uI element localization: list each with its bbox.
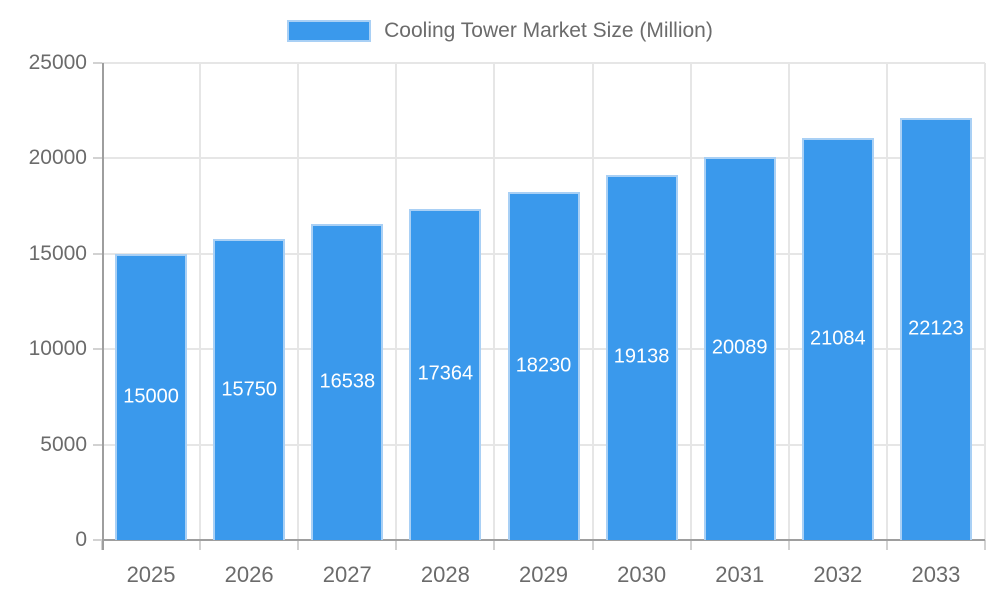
x-tick — [199, 540, 202, 550]
x-tick — [885, 540, 888, 550]
x-axis-label: 2029 — [519, 562, 568, 587]
x-tick — [689, 540, 692, 550]
bar[interactable] — [605, 174, 678, 540]
y-tick — [93, 348, 102, 351]
y-axis-label: 15000 — [28, 241, 87, 265]
bar-value-label: 15750 — [221, 378, 277, 401]
x-gridline — [787, 63, 790, 540]
x-gridline — [297, 63, 300, 540]
bar[interactable] — [801, 137, 874, 540]
y-tick — [93, 157, 102, 160]
y-tick — [93, 252, 102, 255]
x-gridline — [199, 63, 202, 540]
plot-area: 0 5000 10000 15000 20000 25000 15000 2025 15750 2… — [29, 51, 986, 587]
bar[interactable] — [703, 156, 776, 540]
x-tick — [591, 540, 594, 550]
y-tick — [93, 443, 102, 446]
x-tick — [787, 540, 790, 550]
x-axis-label: 2033 — [911, 562, 961, 587]
x-axis-label: 2032 — [813, 562, 863, 587]
y-gridline — [102, 157, 985, 160]
bar-value-label: 17364 — [417, 362, 474, 385]
x-gridline — [591, 63, 594, 540]
bar[interactable] — [507, 192, 580, 540]
legend-label: Cooling Tower Market Size (Million) — [384, 19, 713, 42]
x-axis-label: 2030 — [617, 562, 667, 587]
x-gridline — [689, 63, 692, 540]
x-tick — [984, 540, 986, 550]
x-axis-label: 2027 — [322, 562, 372, 587]
x-gridline — [493, 63, 496, 540]
bar-value-label: 20089 — [711, 336, 768, 359]
y-axis-label: 10000 — [28, 337, 87, 361]
bar-value-label: 19138 — [613, 345, 670, 368]
x-tick — [395, 540, 398, 550]
bar[interactable] — [311, 224, 384, 540]
y-axis-label: 0 — [75, 528, 87, 551]
y-axis-line — [102, 63, 104, 550]
x-gridline — [885, 63, 888, 540]
bar[interactable] — [899, 117, 972, 540]
bar-value-label: 21084 — [810, 327, 866, 350]
x-tick — [297, 540, 300, 550]
legend[interactable]: Cooling Tower Market Size (Million) — [0, 19, 1000, 43]
bar[interactable] — [115, 253, 188, 540]
x-axis-line — [102, 539, 985, 541]
y-axis-label: 5000 — [40, 432, 87, 456]
y-gridline — [102, 62, 985, 64]
x-axis-label: 2028 — [420, 562, 470, 587]
x-gridline — [984, 63, 986, 540]
bar-value-label: 15000 — [123, 385, 179, 408]
y-axis-label: 25000 — [28, 51, 87, 74]
bar-value-label: 22123 — [908, 317, 964, 340]
legend-swatch — [287, 20, 372, 42]
bar-value-label: 16538 — [319, 370, 376, 393]
bar[interactable] — [409, 208, 482, 540]
y-tick — [93, 62, 102, 64]
y-tick — [93, 539, 102, 541]
y-axis-label: 20000 — [28, 146, 87, 170]
x-tick — [493, 540, 496, 550]
x-gridline — [395, 63, 398, 540]
bar-value-label: 18230 — [515, 354, 572, 377]
x-axis-label: 2026 — [224, 562, 274, 587]
x-axis-label: 2025 — [126, 562, 176, 587]
bar[interactable] — [213, 239, 286, 540]
x-axis-label: 2031 — [715, 562, 765, 587]
